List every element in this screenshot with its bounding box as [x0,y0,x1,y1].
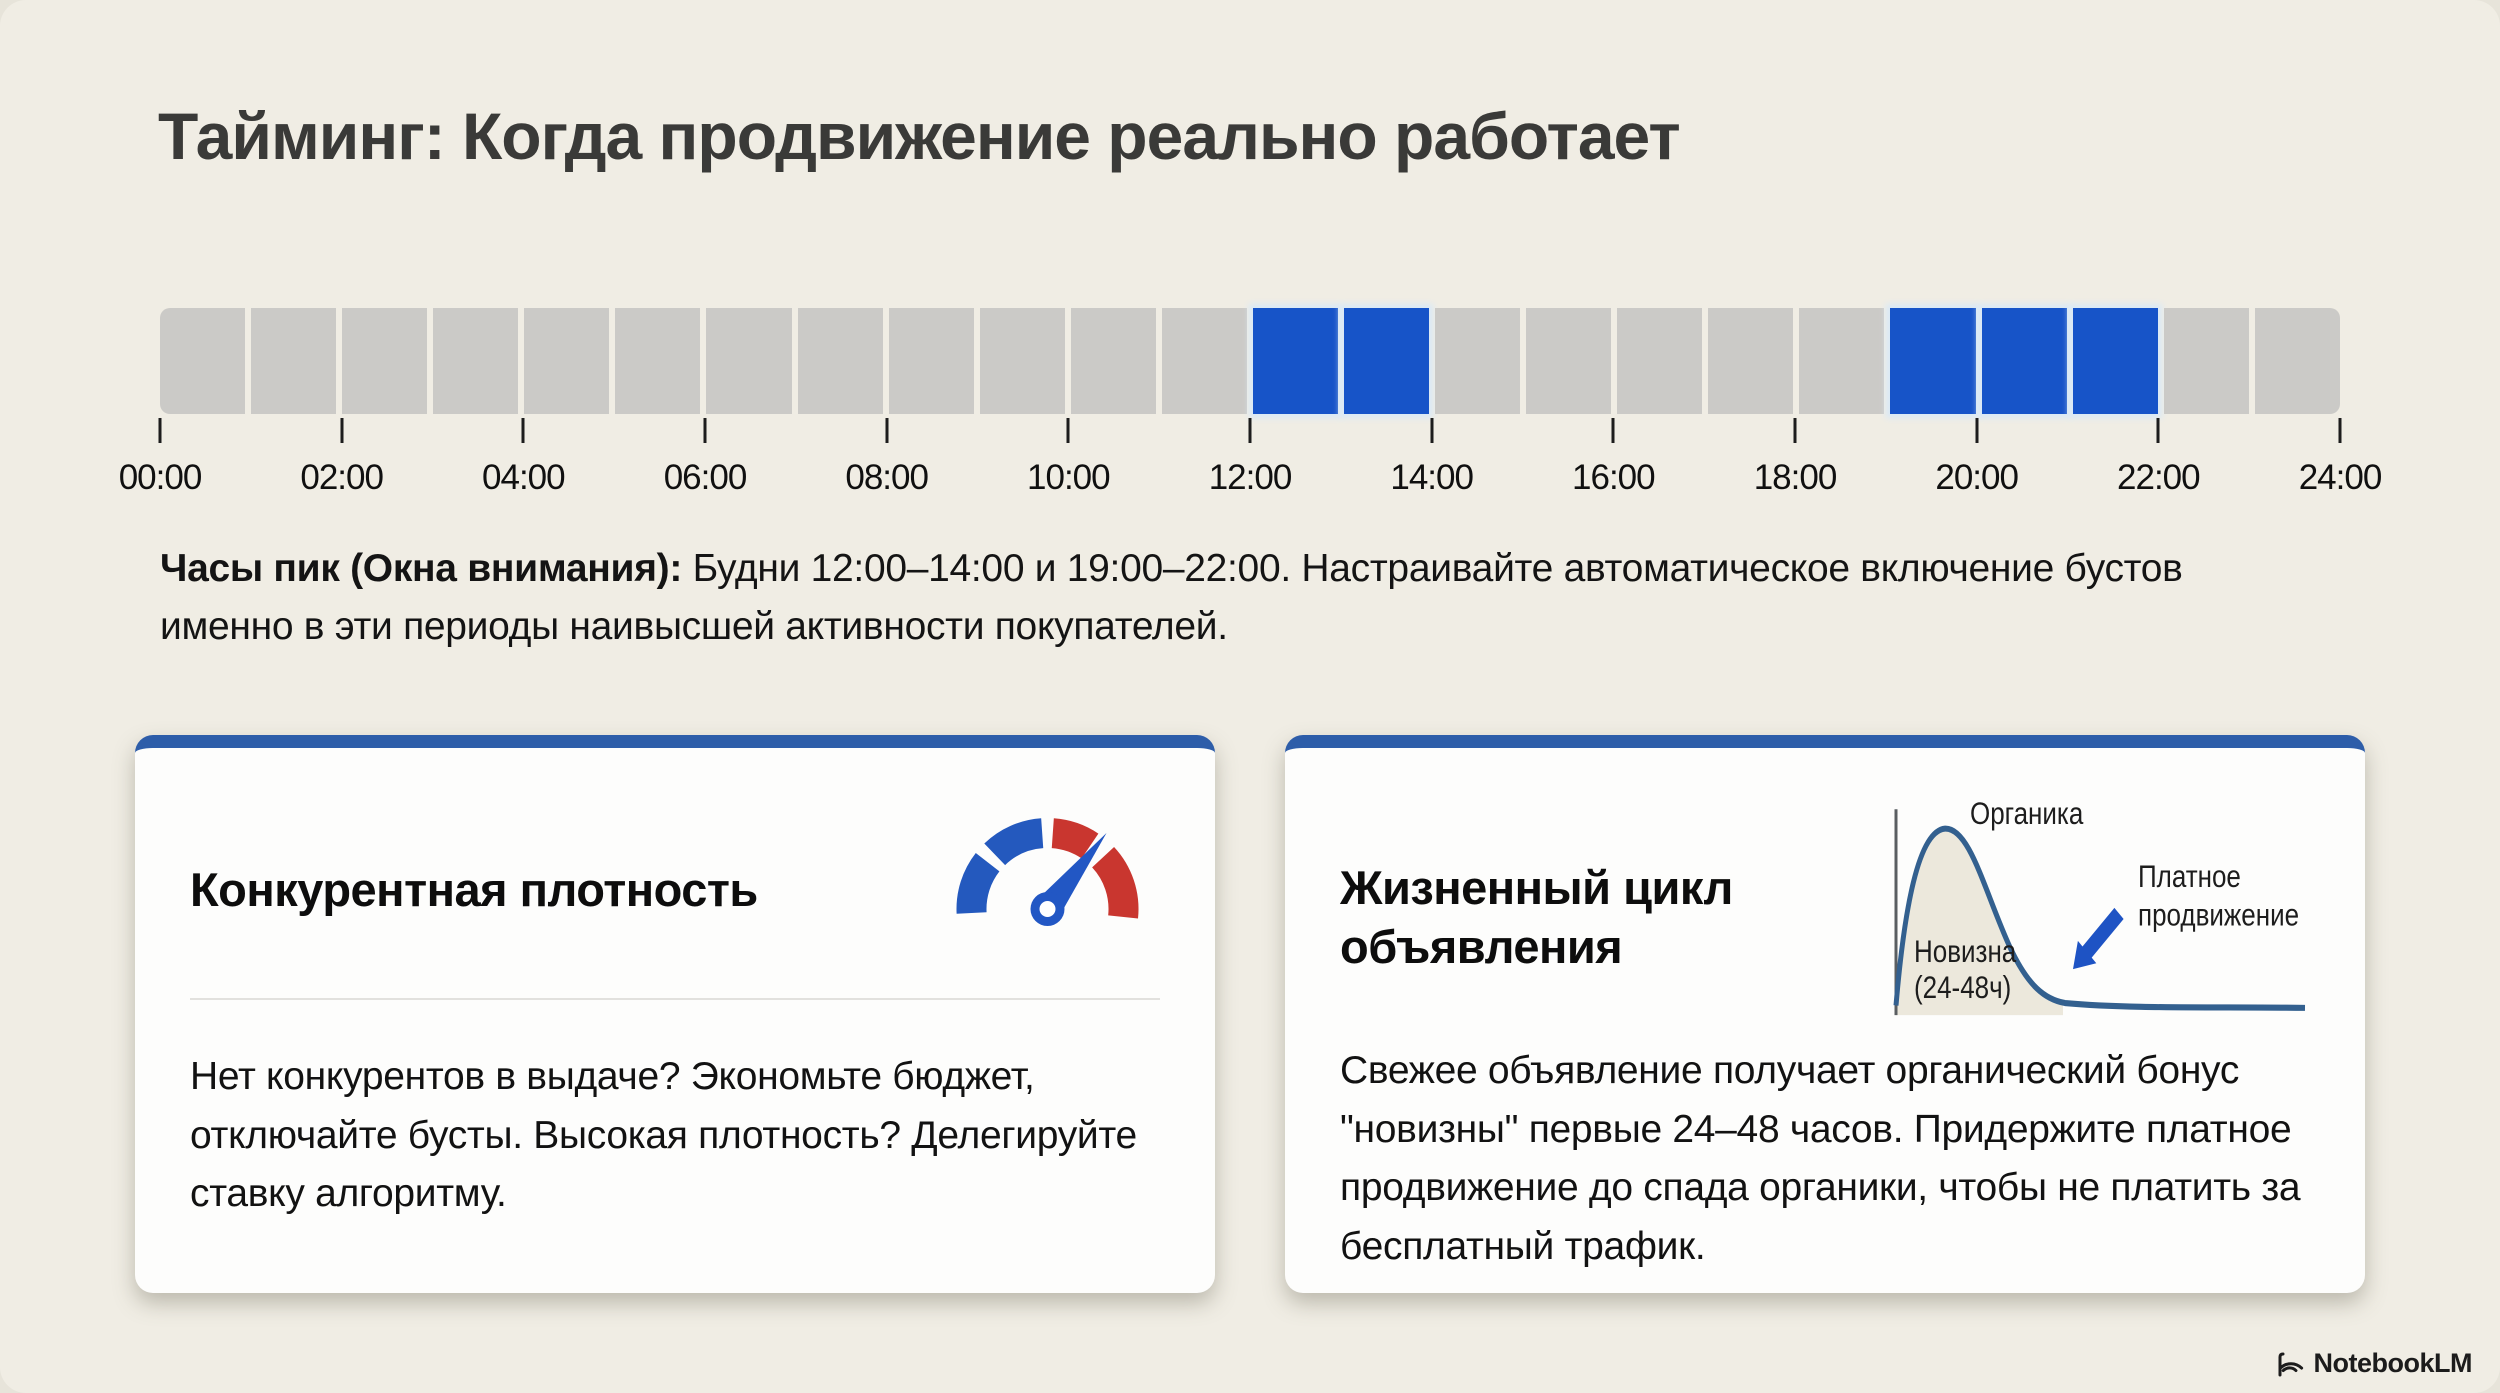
card-competitive-density-body: Нет конкурентов в выдаче? Экономьте бюдж… [190,1055,1137,1215]
timeline-ticks [158,418,2342,444]
timeline-tick-label: 04:00 [482,458,566,497]
card-divider [190,998,1160,1000]
timeline-segment [706,308,792,414]
timeline-tick-label: 14:00 [1390,458,1474,497]
timeline-tick-label: 10:00 [1027,458,1111,497]
timeline-tick-label: 02:00 [300,458,384,497]
timeline-tick [1248,418,1252,443]
timeline-segment [888,308,974,414]
timeline-segment [433,308,519,414]
timeline-segment [1161,308,1247,414]
timeline-segment-active [1890,308,1976,414]
notebooklm-brand: NotebookLM [2276,1348,2473,1379]
timeline-segment [1708,308,1794,414]
timeline-tick [703,418,707,443]
card-competitive-density-title: Конкурентная плотность [190,862,758,916]
timeline-segment [160,308,246,414]
page-title: Тайминг: Когда продвижение реально работ… [158,99,1681,173]
card-competitive-density: Конкурентная плотность Нет конкурентов в… [135,735,1215,1293]
notebooklm-icon [2278,1352,2303,1376]
timeline-segment-active [1981,308,2067,414]
label-paid-2: продвижение [2138,898,2299,933]
timeline-bar [160,308,2340,414]
timeline-tick [1793,418,1797,443]
timeline-tick-label: 20:00 [1935,458,2019,497]
timeline-segment [1799,308,1885,414]
timeline-tick-label: 12:00 [1208,458,1293,497]
timeline-segment [2163,308,2249,414]
timeline-tick-label: 22:00 [2117,458,2201,497]
timeline-tick [885,418,889,443]
timeline-tick [2338,418,2342,443]
timeline-tick [158,418,162,443]
timeline-tick-label: 16:00 [1572,458,1656,497]
timeline-tick-label: 00:00 [118,458,203,497]
timeline-tick-label: 18:00 [1753,458,1838,497]
timeline-tick [2156,418,2160,443]
lifecycle-curve-chart: Органика Новизна (24-48ч) Платное продви… [1890,797,2310,1020]
timeline-segment [1526,308,1612,414]
timeline-segment-active [2072,308,2158,414]
gauge-icon [945,804,1160,954]
label-organic: Органика [1970,802,2084,831]
timeline-tick-label: 24:00 [2298,458,2383,497]
timeline-segment [2254,308,2340,414]
card-competitive-density-header: Конкурентная плотность [190,796,1160,954]
peak-hours-note: Часы пик (Окна внимания): Будни 12:00–14… [160,540,2280,655]
timeline-segment [1617,308,1703,414]
timeline-tick [340,418,344,443]
card-listing-lifecycle-title: Жизненный цикл объявления [1340,861,1733,973]
timeline-tick-label: 08:00 [845,458,929,497]
timeline-segment [797,308,883,414]
timeline-segment [342,308,428,414]
card-listing-lifecycle-body: Свежее объявление получает органический … [1340,1049,2301,1268]
timeline-tick-labels: 00:00 02:00 04:00 06:00 08:00 10:00 12:00 14:00… [119,458,2383,504]
timeline-segment-active [1344,308,1430,414]
timeline-tick [1066,418,1070,443]
timeline-segment [979,308,1065,414]
timeline-segment [615,308,701,414]
card-listing-lifecycle-header: Жизненный цикл объявления Органика Нови [1340,796,2310,1020]
timeline-tick [1975,418,1979,443]
timeline-segment [1435,308,1521,414]
timeline-tick-label: 06:00 [663,458,748,497]
label-novelty-2: (24-48ч) [1914,971,2011,1006]
label-novelty-1: Новизна [1914,935,2017,970]
peak-hours-lead: Часы пик (Окна внимания): [160,547,683,590]
timeline-segment [524,308,610,414]
timeline-tick [521,418,525,443]
card-listing-lifecycle: Жизненный цикл объявления Органика Нови [1285,735,2365,1293]
timeline-segment [1070,308,1156,414]
notebooklm-label: NotebookLM [2313,1348,2473,1378]
timeline-tick [1430,418,1434,443]
peak-hours-text: Будни 12:00–14:00 и 19:00–22:00. Настраи… [160,547,2183,648]
timeline-segment [251,308,337,414]
timeline-segment-active [1252,308,1339,414]
card-listing-lifecycle-inner: Жизненный цикл объявления Органика Нови [1285,748,2365,1293]
card-competitive-density-inner: Конкурентная плотность Нет конкурентов в… [135,748,1215,1293]
timeline-tick [1611,418,1615,443]
label-paid-1: Платное [2138,860,2241,895]
